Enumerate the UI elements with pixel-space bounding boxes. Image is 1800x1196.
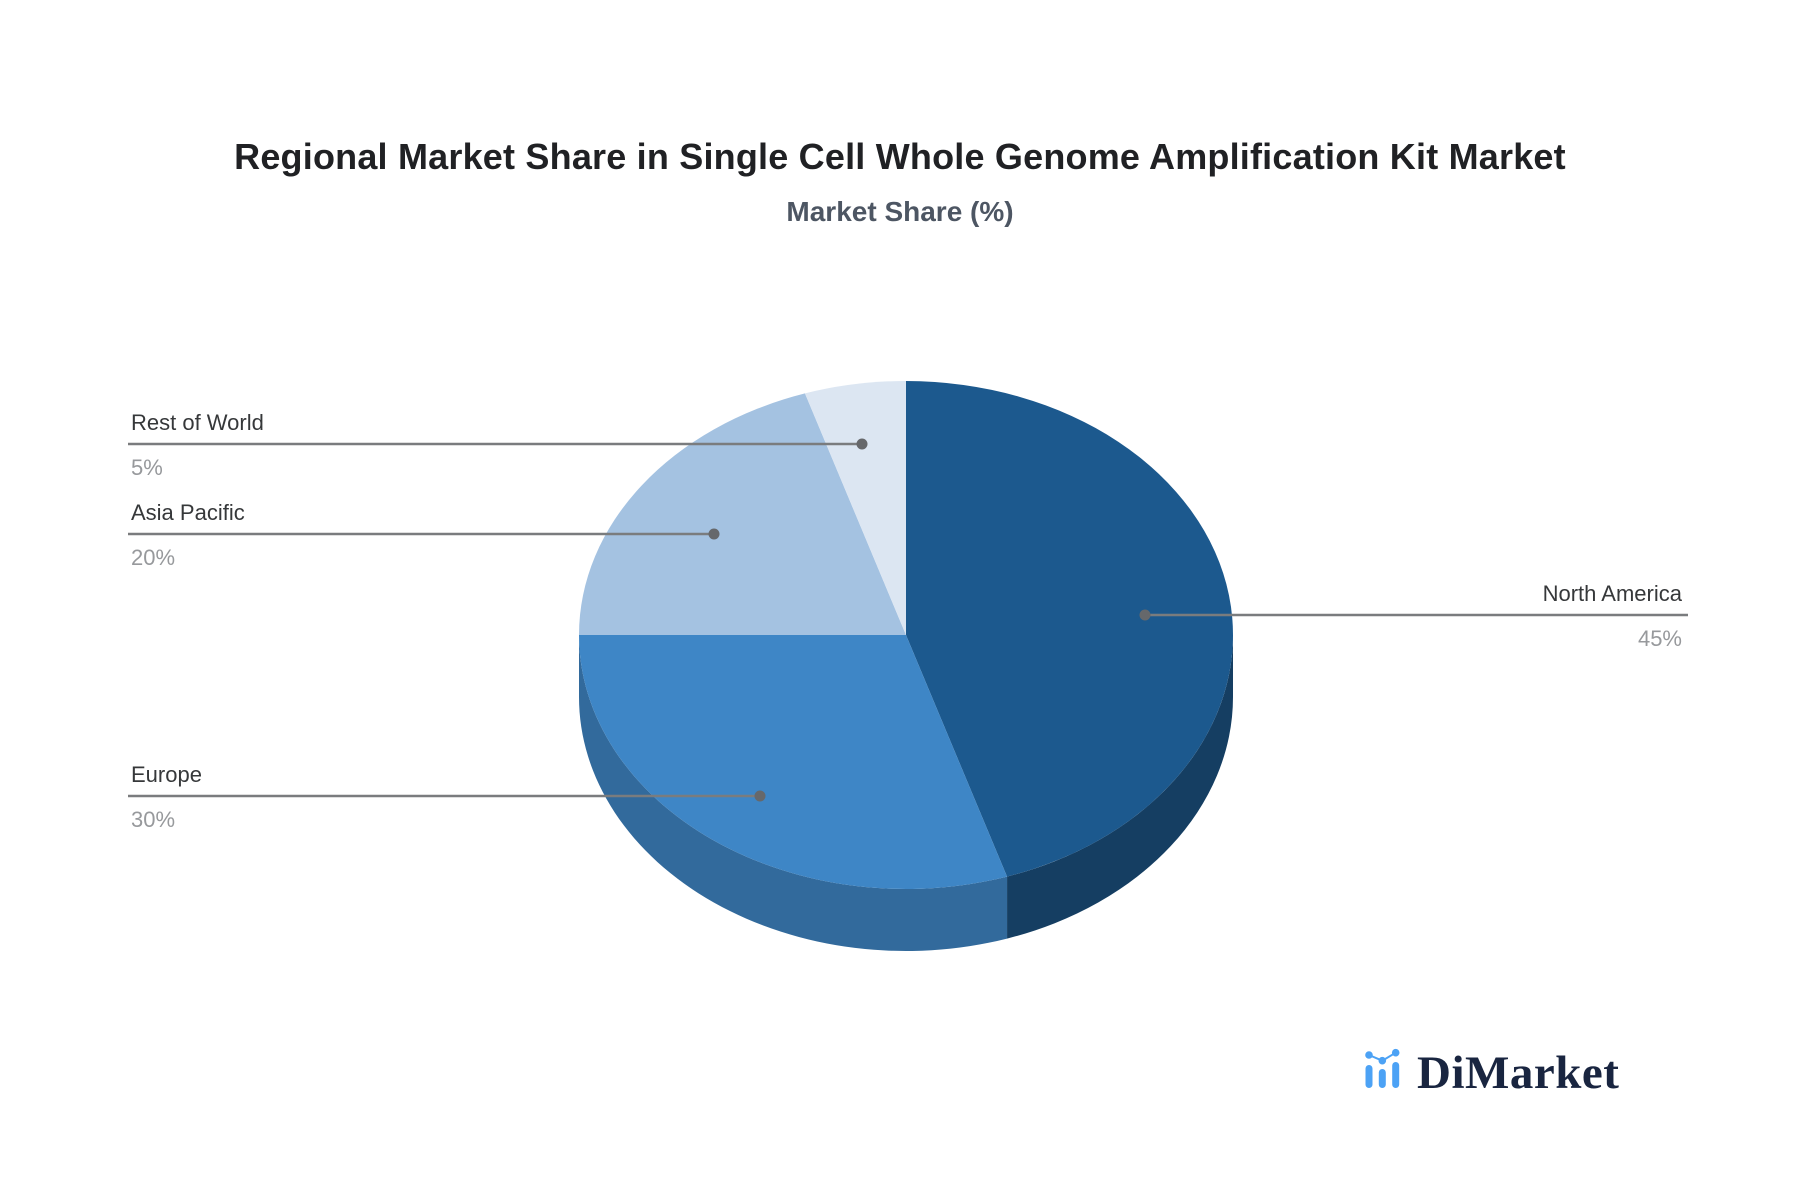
value-label-north-america: 45%	[1637, 626, 1682, 651]
label-europe: Europe	[131, 762, 202, 787]
pie-slice-rim-north-america	[1007, 635, 1233, 939]
chart-title: Regional Market Share in Single Cell Who…	[234, 136, 1566, 177]
value-label-rest-of-world: 5%	[131, 455, 163, 480]
dimarket-logo-icon	[1365, 1048, 1400, 1088]
label-rest-of-world: Rest of World	[131, 410, 264, 435]
dimarket-logo-text: DiMarket	[1417, 1047, 1620, 1099]
pie-slice-rim-europe	[579, 635, 1008, 952]
label-north-america: North America	[1542, 581, 1682, 606]
leader-dot-europe	[754, 790, 766, 802]
leader-dot-rest-of-world	[856, 438, 868, 450]
leader-dot-north-america	[1139, 609, 1151, 621]
label-asia-pacific: Asia Pacific	[131, 500, 245, 525]
leader-dot-asia-pacific	[708, 528, 720, 540]
pie-slice-europe	[579, 635, 1008, 889]
chart-subtitle: Market Share (%)	[786, 196, 1014, 227]
value-label-europe: 30%	[131, 807, 176, 832]
value-label-asia-pacific: 20%	[131, 545, 176, 570]
pie-slice-north-america	[906, 381, 1233, 877]
pie-slice-asia-pacific	[579, 393, 906, 635]
